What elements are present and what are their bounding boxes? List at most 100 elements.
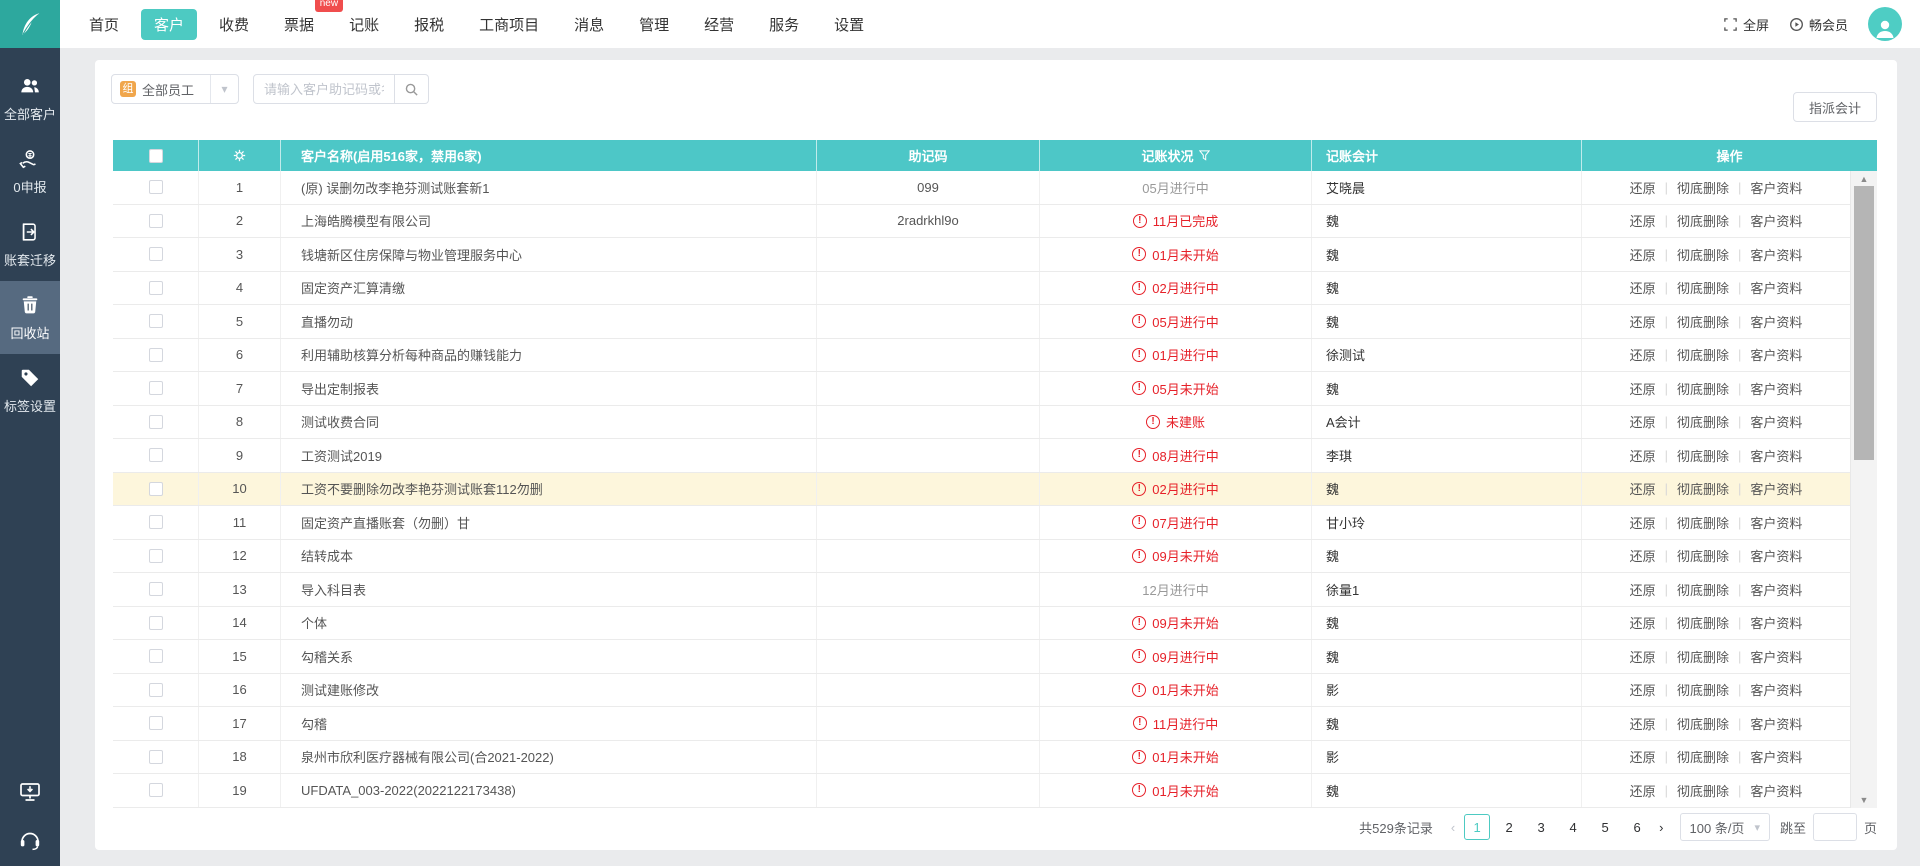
row-checkbox[interactable]	[148, 247, 163, 262]
delete-link[interactable]: 彻底删除	[1676, 649, 1729, 665]
fullscreen-button[interactable]: 全屏	[1723, 15, 1769, 34]
page-number-button[interactable]: 4	[1569, 819, 1577, 835]
nav-item[interactable]: 设置	[821, 9, 877, 40]
row-checkbox[interactable]	[148, 347, 163, 362]
member-button[interactable]: 畅会员	[1789, 15, 1848, 34]
profile-link[interactable]: 客户资料	[1750, 247, 1803, 263]
delete-link[interactable]: 彻底删除	[1676, 750, 1729, 766]
next-page-button[interactable]: ›	[1659, 819, 1664, 835]
profile-link[interactable]: 客户资料	[1750, 515, 1803, 531]
row-checkbox[interactable]	[148, 381, 163, 396]
scroll-up-icon[interactable]: ▲	[1859, 174, 1869, 184]
row-checkbox[interactable]	[148, 548, 163, 563]
profile-link[interactable]: 客户资料	[1750, 214, 1803, 230]
restore-link[interactable]: 还原	[1629, 683, 1656, 699]
delete-link[interactable]: 彻底删除	[1676, 247, 1729, 263]
search-input[interactable]	[253, 74, 395, 104]
restore-link[interactable]: 还原	[1629, 616, 1656, 632]
sidebar-item[interactable]: 回收站	[0, 281, 60, 354]
jump-page-input[interactable]	[1812, 813, 1857, 841]
restore-link[interactable]: 还原	[1629, 247, 1656, 263]
row-checkbox[interactable]	[148, 213, 163, 228]
gear-icon[interactable]	[231, 147, 248, 164]
restore-link[interactable]: 还原	[1629, 214, 1656, 230]
search-button[interactable]	[395, 74, 429, 104]
delete-link[interactable]: 彻底删除	[1676, 415, 1729, 431]
delete-link[interactable]: 彻底删除	[1676, 348, 1729, 364]
restore-link[interactable]: 还原	[1629, 649, 1656, 665]
row-checkbox[interactable]	[148, 649, 163, 664]
row-checkbox[interactable]	[148, 682, 163, 697]
profile-link[interactable]: 客户资料	[1750, 549, 1803, 565]
row-checkbox[interactable]	[148, 515, 163, 530]
restore-link[interactable]: 还原	[1629, 348, 1656, 364]
profile-link[interactable]: 客户资料	[1750, 750, 1803, 766]
profile-link[interactable]: 客户资料	[1750, 616, 1803, 632]
restore-link[interactable]: 还原	[1629, 448, 1656, 464]
page-size-select[interactable]: 100 条/页 ▾	[1679, 813, 1770, 841]
profile-link[interactable]: 客户资料	[1750, 448, 1803, 464]
sidebar-item[interactable]: 标签设置	[0, 354, 60, 427]
row-checkbox[interactable]	[148, 615, 163, 630]
profile-link[interactable]: 客户资料	[1750, 314, 1803, 330]
scroll-thumb[interactable]	[1854, 186, 1874, 460]
row-checkbox[interactable]	[148, 180, 163, 195]
nav-item[interactable]: 收费	[206, 9, 262, 40]
profile-link[interactable]: 客户资料	[1750, 348, 1803, 364]
page-number-button[interactable]: 1	[1464, 814, 1491, 840]
assign-accountant-button[interactable]: 指派会计	[1792, 92, 1877, 122]
delete-link[interactable]: 彻底删除	[1676, 515, 1729, 531]
profile-link[interactable]: 客户资料	[1750, 716, 1803, 732]
restore-link[interactable]: 还原	[1629, 415, 1656, 431]
employee-filter-dropdown[interactable]: 组 全部员工 ▾	[111, 74, 239, 104]
row-checkbox[interactable]	[148, 280, 163, 295]
page-number-button[interactable]: 3	[1537, 819, 1545, 835]
delete-link[interactable]: 彻底删除	[1676, 582, 1729, 598]
app-logo[interactable]	[0, 0, 60, 48]
customer-service-icon[interactable]	[18, 828, 42, 852]
delete-link[interactable]: 彻底删除	[1676, 683, 1729, 699]
profile-link[interactable]: 客户资料	[1750, 381, 1803, 397]
nav-item[interactable]: 票据 new	[271, 0, 344, 40]
client-download-icon[interactable]	[18, 780, 42, 804]
restore-link[interactable]: 还原	[1629, 783, 1656, 799]
sidebar-item[interactable]: 账套迁移	[0, 208, 60, 281]
restore-link[interactable]: 还原	[1629, 549, 1656, 565]
profile-link[interactable]: 客户资料	[1750, 582, 1803, 598]
nav-item[interactable]: 消息	[561, 9, 617, 40]
profile-link[interactable]: 客户资料	[1750, 683, 1803, 699]
delete-link[interactable]: 彻底删除	[1676, 482, 1729, 498]
profile-link[interactable]: 客户资料	[1750, 783, 1803, 799]
filter-icon[interactable]	[1199, 150, 1210, 161]
delete-link[interactable]: 彻底删除	[1676, 381, 1729, 397]
restore-link[interactable]: 还原	[1629, 314, 1656, 330]
nav-item[interactable]: 服务	[756, 9, 812, 40]
page-number-button[interactable]: 5	[1601, 819, 1609, 835]
sidebar-item[interactable]: 0申报	[0, 135, 60, 208]
restore-link[interactable]: 还原	[1629, 582, 1656, 598]
delete-link[interactable]: 彻底删除	[1676, 549, 1729, 565]
row-checkbox[interactable]	[148, 414, 163, 429]
page-number-button[interactable]: 6	[1633, 819, 1641, 835]
row-checkbox[interactable]	[148, 582, 163, 597]
restore-link[interactable]: 还原	[1629, 716, 1656, 732]
profile-link[interactable]: 客户资料	[1750, 649, 1803, 665]
delete-link[interactable]: 彻底删除	[1676, 281, 1729, 297]
prev-page-button[interactable]: ‹	[1450, 819, 1456, 835]
nav-item[interactable]: 客户	[141, 8, 198, 40]
delete-link[interactable]: 彻底删除	[1676, 616, 1729, 632]
sidebar-item[interactable]: 全部客户	[0, 62, 60, 135]
profile-link[interactable]: 客户资料	[1750, 180, 1803, 196]
row-checkbox[interactable]	[148, 783, 163, 798]
delete-link[interactable]: 彻底删除	[1676, 783, 1729, 799]
profile-link[interactable]: 客户资料	[1750, 415, 1803, 431]
nav-item[interactable]: 管理	[626, 9, 682, 40]
restore-link[interactable]: 还原	[1629, 281, 1656, 297]
avatar[interactable]	[1868, 7, 1902, 41]
profile-link[interactable]: 客户资料	[1750, 281, 1803, 297]
scroll-down-icon[interactable]: ▼	[1859, 795, 1869, 805]
page-number-button[interactable]: 2	[1505, 819, 1513, 835]
restore-link[interactable]: 还原	[1629, 381, 1656, 397]
restore-link[interactable]: 还原	[1629, 515, 1656, 531]
delete-link[interactable]: 彻底删除	[1676, 214, 1729, 230]
